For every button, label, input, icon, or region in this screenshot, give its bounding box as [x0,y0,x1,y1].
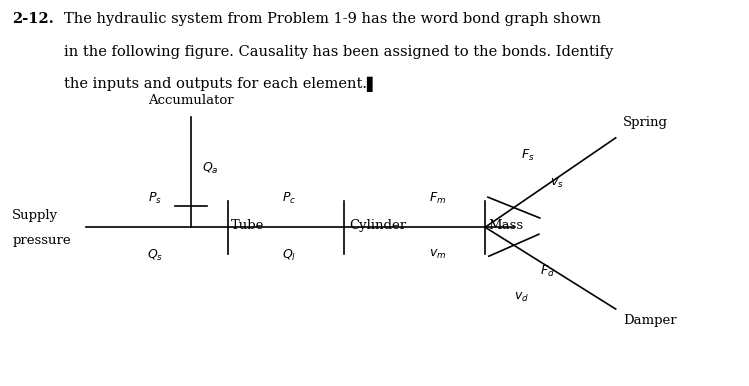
Text: Accumulator: Accumulator [148,95,234,107]
Text: Supply: Supply [12,209,58,222]
Text: $Q_l$: $Q_l$ [282,248,297,263]
Text: $F_d$: $F_d$ [539,263,554,279]
Text: $F_s$: $F_s$ [521,147,535,163]
Text: $v_m$: $v_m$ [429,248,446,261]
Text: Tube: Tube [231,219,264,232]
Text: in the following figure. Causality has been assigned to the bonds. Identify: in the following figure. Causality has b… [64,45,613,59]
Text: Damper: Damper [623,314,676,327]
Text: Cylinder: Cylinder [349,219,406,232]
Text: $P_c$: $P_c$ [282,191,297,206]
Text: The hydraulic system from Problem 1-9 has the word bond graph shown: The hydraulic system from Problem 1-9 ha… [64,12,601,26]
Text: Mass: Mass [489,219,524,232]
Text: $Q_a$: $Q_a$ [202,161,219,176]
Text: $v_s$: $v_s$ [551,177,564,190]
Text: $Q_s$: $Q_s$ [147,248,163,263]
Text: pressure: pressure [12,234,71,247]
Text: 2-12.: 2-12. [12,12,54,26]
Text: Spring: Spring [623,116,668,129]
Text: $P_s$: $P_s$ [148,191,162,206]
Text: $F_m$: $F_m$ [429,191,446,206]
Text: the inputs and outputs for each element.▌: the inputs and outputs for each element.… [64,77,379,92]
Text: $v_d$: $v_d$ [514,291,529,304]
